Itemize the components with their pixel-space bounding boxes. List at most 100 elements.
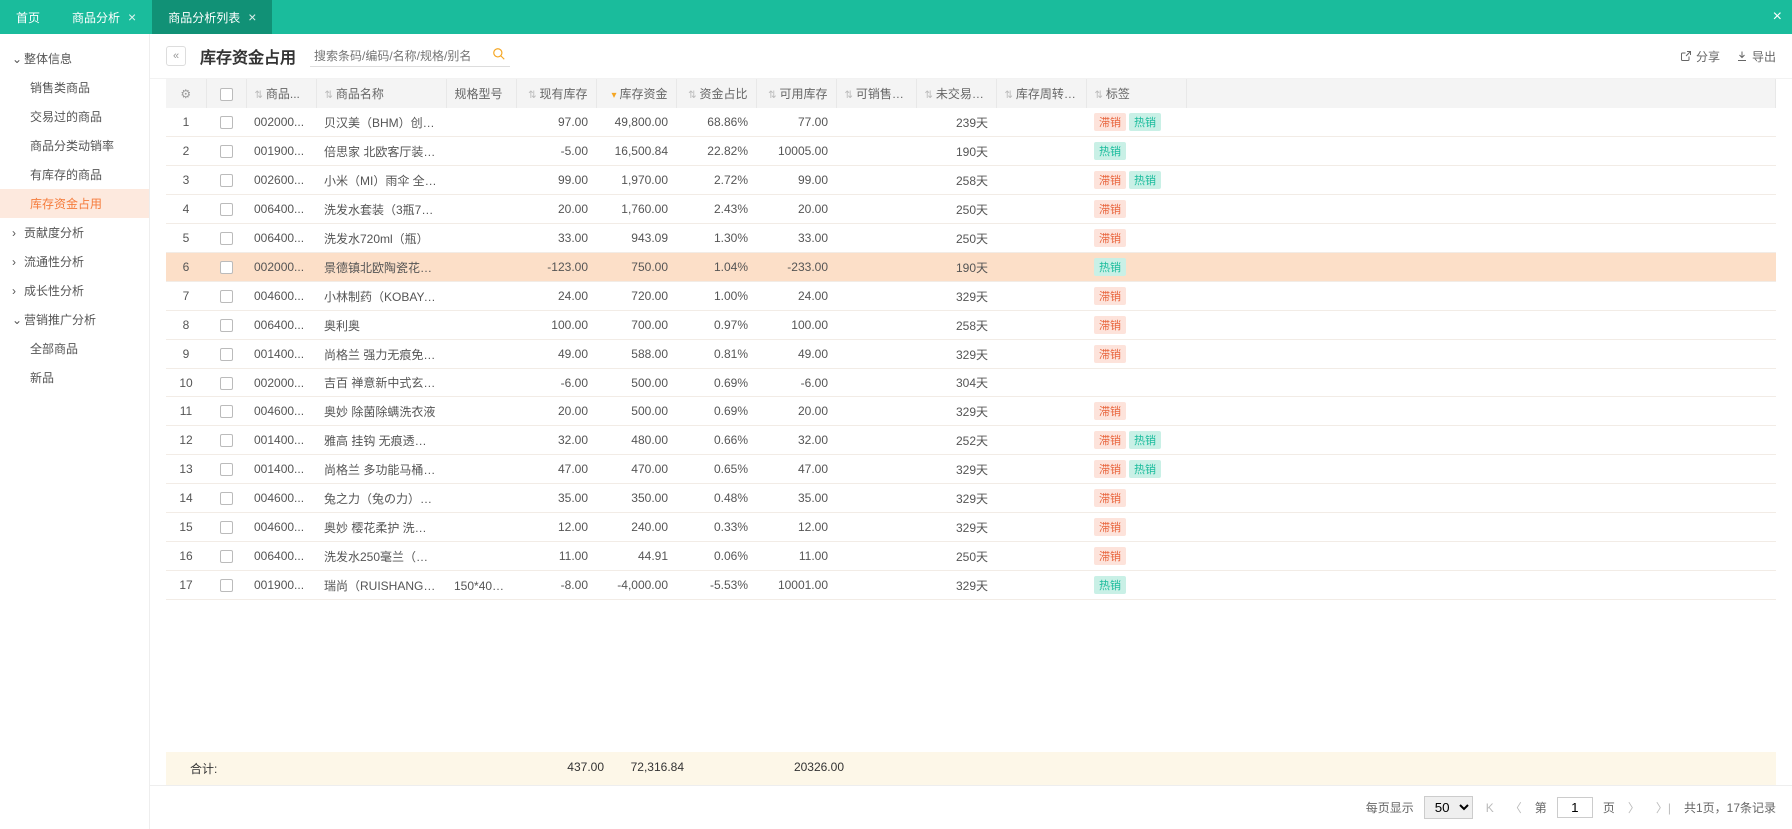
column-header-code[interactable]: ⇅商品... — [246, 79, 316, 108]
top-tab-bar: 首页商品分析×商品分析列表× × — [0, 0, 1792, 34]
prev-page-button[interactable]: 〈 — [1507, 799, 1525, 816]
gear-icon[interactable]: ⚙ — [180, 87, 191, 101]
checkbox[interactable] — [220, 521, 233, 534]
column-header-name[interactable]: ⇅商品名称 — [316, 79, 446, 108]
page-input[interactable] — [1557, 797, 1593, 818]
column-header-stock[interactable]: ⇅现有库存 — [516, 79, 596, 108]
tag: 滞销 — [1094, 460, 1126, 478]
collapse-sidebar-button[interactable]: « — [166, 46, 186, 66]
checkbox[interactable] — [220, 174, 233, 187]
sidebar-group[interactable]: ›流通性分析 — [0, 247, 149, 276]
totals-row: 合计:437.0072,316.8420326.00 — [166, 752, 1776, 785]
last-page-button[interactable]: 〉| — [1653, 799, 1674, 816]
column-header-avail[interactable]: ⇅可用库存 — [756, 79, 836, 108]
column-header-tags[interactable]: ⇅标签 — [1086, 79, 1186, 108]
tag: 热销 — [1094, 142, 1126, 160]
tab-商品分析[interactable]: 商品分析× — [56, 0, 152, 34]
tag: 滞销 — [1094, 402, 1126, 420]
table-row[interactable]: 16006400...洗发水250毫兰（袋）11.0044.910.06%11.… — [166, 542, 1776, 571]
column-header-turn[interactable]: ⇅库存周转天数 — [996, 79, 1086, 108]
table-row[interactable]: 12001400...雅高 挂钩 无痕透明粘钩 强32.00480.000.66… — [166, 426, 1776, 455]
content-header: « 库存资金占用 分享 导出 — [150, 34, 1792, 79]
column-header-noTx[interactable]: ⇅未交易天数 — [916, 79, 996, 108]
column-header-chk — [206, 79, 246, 108]
per-page-select[interactable]: 50 — [1424, 796, 1473, 819]
checkbox[interactable] — [220, 290, 233, 303]
sidebar-item[interactable]: 交易过的商品 — [0, 102, 149, 131]
checkbox[interactable] — [220, 348, 233, 361]
tab-首页[interactable]: 首页 — [0, 0, 56, 34]
sidebar-group[interactable]: ›成长性分析 — [0, 276, 149, 305]
table-row[interactable]: 6002000...景德镇北欧陶瓷花瓶摆件 优-123.00750.001.04… — [166, 253, 1776, 282]
checkbox[interactable] — [220, 145, 233, 158]
table-row[interactable]: 13001400...尚格兰 多功能马桶刷套装 带47.00470.000.65… — [166, 455, 1776, 484]
tag: 热销 — [1129, 460, 1161, 478]
tab-close-icon[interactable]: × — [128, 9, 136, 25]
sidebar-group[interactable]: ⌄整体信息 — [0, 44, 149, 73]
page-title: 库存资金占用 — [200, 44, 296, 68]
sidebar-item[interactable]: 有库存的商品 — [0, 160, 149, 189]
sidebar-group[interactable]: ⌄营销推广分析 — [0, 305, 149, 334]
table-row[interactable]: 9001400...尚格兰 强力无痕免打孔浴室49.00588.000.81%4… — [166, 340, 1776, 369]
table-row[interactable]: 17001900...瑞尚（RUISHANG）卧室门150*40厘米-8.00-… — [166, 571, 1776, 600]
column-header-ratio[interactable]: ⇅资金占比 — [676, 79, 756, 108]
sidebar-group[interactable]: ›贡献度分析 — [0, 218, 149, 247]
first-page-button[interactable]: K — [1483, 801, 1497, 815]
export-button[interactable]: 导出 — [1736, 48, 1776, 65]
checkbox-all[interactable] — [220, 88, 233, 101]
share-button[interactable]: 分享 — [1680, 48, 1720, 65]
table-row[interactable]: 11004600...奥妙 除菌除螨洗衣液20.00500.000.69%20.… — [166, 397, 1776, 426]
tag: 滞销 — [1094, 316, 1126, 334]
sidebar: ⌄整体信息销售类商品交易过的商品商品分类动销率有库存的商品库存资金占用›贡献度分… — [0, 34, 150, 829]
tab-close-icon[interactable]: × — [248, 9, 256, 25]
checkbox[interactable] — [220, 463, 233, 476]
column-header-gear: ⚙ — [166, 79, 206, 108]
sidebar-item[interactable]: 新品 — [0, 363, 149, 392]
checkbox[interactable] — [220, 434, 233, 447]
page-summary: 共1页，17条记录 — [1684, 799, 1776, 816]
checkbox[interactable] — [220, 579, 233, 592]
table-row[interactable]: 8006400...奥利奥100.00700.000.97%100.00258天… — [166, 311, 1776, 340]
checkbox[interactable] — [220, 232, 233, 245]
tag: 滞销 — [1094, 229, 1126, 247]
tag: 滞销 — [1094, 489, 1126, 507]
column-header-saleDays[interactable]: ⇅可销售天数 — [836, 79, 916, 108]
pagination: 每页显示 50 K 〈 第 页 〉 〉| 共1页，17条记录 — [150, 785, 1792, 829]
table-row[interactable]: 4006400...洗发水套装（3瓶720ml+1）20.001,760.002… — [166, 195, 1776, 224]
tag: 热销 — [1129, 113, 1161, 131]
table-row[interactable]: 5006400...洗发水720ml（瓶）33.00943.091.30%33.… — [166, 224, 1776, 253]
search-icon[interactable] — [492, 47, 506, 64]
table-row[interactable]: 3002600...小米（MI）雨伞 全自动折叠99.001,970.002.7… — [166, 166, 1776, 195]
checkbox[interactable] — [220, 492, 233, 505]
table-row[interactable]: 14004600...兔之力（兔の力）粘毛器粘35.00350.000.48%3… — [166, 484, 1776, 513]
table-row[interactable]: 1002000...贝汉美（BHM）创意北欧花97.0049,800.0068.… — [166, 108, 1776, 137]
search-box — [310, 45, 510, 67]
next-page-button[interactable]: 〉 — [1625, 799, 1643, 816]
checkbox[interactable] — [220, 405, 233, 418]
sidebar-item[interactable]: 全部商品 — [0, 334, 149, 363]
table-row[interactable]: 2001900...倍思家 北欧客厅装饰画卧室-5.0016,500.8422.… — [166, 137, 1776, 166]
checkbox[interactable] — [220, 261, 233, 274]
table-row[interactable]: 10002000...吉百 禅意新中式玄关摆件客-6.00500.000.69%… — [166, 369, 1776, 397]
table-row[interactable]: 15004600...奥妙 樱花柔护 洗衣凝珠 1012.00240.000.3… — [166, 513, 1776, 542]
sidebar-item[interactable]: 商品分类动销率 — [0, 131, 149, 160]
checkbox[interactable] — [220, 116, 233, 129]
checkbox[interactable] — [220, 377, 233, 390]
sidebar-item[interactable]: 销售类商品 — [0, 73, 149, 102]
sidebar-item[interactable]: 库存资金占用 — [0, 189, 149, 218]
tab-商品分析列表[interactable]: 商品分析列表× — [152, 0, 272, 34]
tag: 热销 — [1129, 431, 1161, 449]
chevron-down-icon: ⌄ — [12, 52, 20, 66]
close-icon[interactable]: × — [1773, 0, 1782, 34]
tag: 滞销 — [1094, 171, 1126, 189]
checkbox[interactable] — [220, 319, 233, 332]
per-page-label: 每页显示 — [1366, 799, 1414, 816]
checkbox[interactable] — [220, 203, 233, 216]
chevron-right-icon: › — [12, 284, 20, 298]
search-input[interactable] — [314, 49, 486, 63]
tag: 滞销 — [1094, 287, 1126, 305]
column-header-fund[interactable]: ▾库存资金 — [596, 79, 676, 108]
table-row[interactable]: 7004600...小林制药（KOBAYASHI）E24.00720.001.0… — [166, 282, 1776, 311]
tag: 热销 — [1094, 576, 1126, 594]
checkbox[interactable] — [220, 550, 233, 563]
